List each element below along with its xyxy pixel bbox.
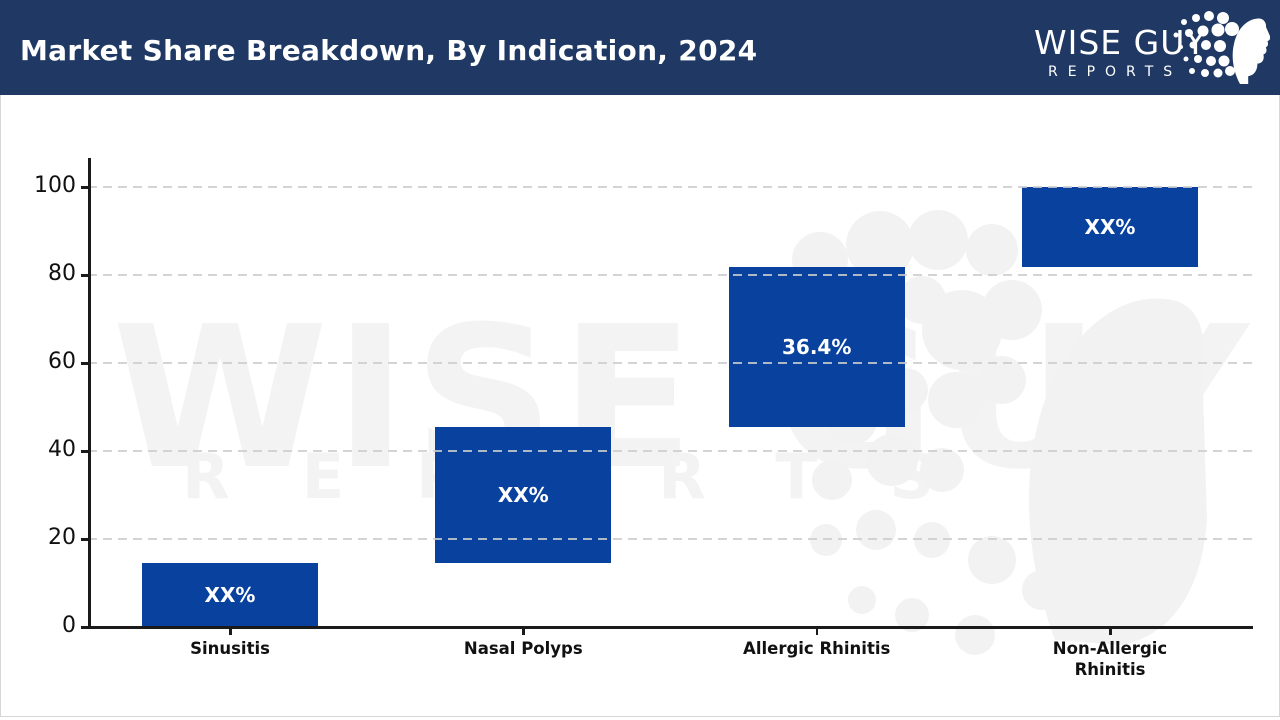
bar-non-allergic-rhinitis: XX% bbox=[1022, 187, 1198, 267]
x-category-label: Non-Allergic Rhinitis bbox=[1052, 639, 1168, 680]
gridline-80 bbox=[88, 274, 1253, 276]
x-axis-spine bbox=[88, 626, 1253, 629]
bar-value-label: 36.4% bbox=[781, 334, 852, 359]
header: Market Share Breakdown, By Indication, 2… bbox=[0, 0, 1280, 95]
x-category-label: Nasal Polyps bbox=[463, 639, 583, 658]
x-tick-mark bbox=[229, 627, 232, 635]
bar-nasal-polyps: XX% bbox=[435, 426, 612, 564]
x-category-label: Allergic Rhinitis bbox=[743, 639, 891, 658]
y-tick-mark bbox=[81, 274, 88, 277]
logo-face-profile-icon bbox=[1232, 18, 1271, 84]
bar-value-label: XX% bbox=[204, 583, 256, 608]
gridline-20 bbox=[88, 538, 1253, 540]
x-tick-mark bbox=[522, 627, 525, 635]
y-tick-label: 80 bbox=[48, 261, 76, 286]
y-tick-label: 20 bbox=[48, 525, 76, 550]
x-category-label: Sinusitis bbox=[190, 639, 270, 658]
y-tick-mark bbox=[81, 538, 88, 541]
y-tick-mark bbox=[81, 186, 88, 189]
gridline-60 bbox=[88, 362, 1253, 364]
logo-name-text: WISE GUY bbox=[1034, 23, 1207, 62]
y-tick-label: 100 bbox=[34, 173, 76, 198]
y-tick-label: 60 bbox=[48, 349, 76, 374]
y-tick-label: 0 bbox=[62, 613, 76, 638]
page-title: Market Share Breakdown, By Indication, 2… bbox=[20, 34, 758, 67]
y-tick-mark bbox=[81, 626, 88, 629]
gridline-40 bbox=[88, 450, 1253, 452]
bar-sinusitis: XX% bbox=[142, 563, 318, 627]
bar-value-label: XX% bbox=[1084, 214, 1136, 239]
y-tick-label: 40 bbox=[48, 437, 76, 462]
bar-allergic-rhinitis: 36.4% bbox=[728, 266, 905, 427]
wise-guy-logo: WISE GUY REPORTS bbox=[1026, 8, 1271, 88]
logo-dots-icon bbox=[1173, 11, 1239, 78]
y-axis-spine bbox=[88, 158, 91, 629]
bar-value-label: XX% bbox=[497, 482, 549, 507]
logo-tagline-text: REPORTS bbox=[1048, 64, 1182, 80]
gridline-100 bbox=[88, 186, 1253, 188]
y-tick-mark bbox=[81, 362, 88, 365]
x-tick-mark bbox=[815, 627, 819, 635]
wise-guy-logo-graphic: WISE GUY REPORTS bbox=[1034, 11, 1271, 84]
y-tick-mark bbox=[81, 450, 88, 453]
